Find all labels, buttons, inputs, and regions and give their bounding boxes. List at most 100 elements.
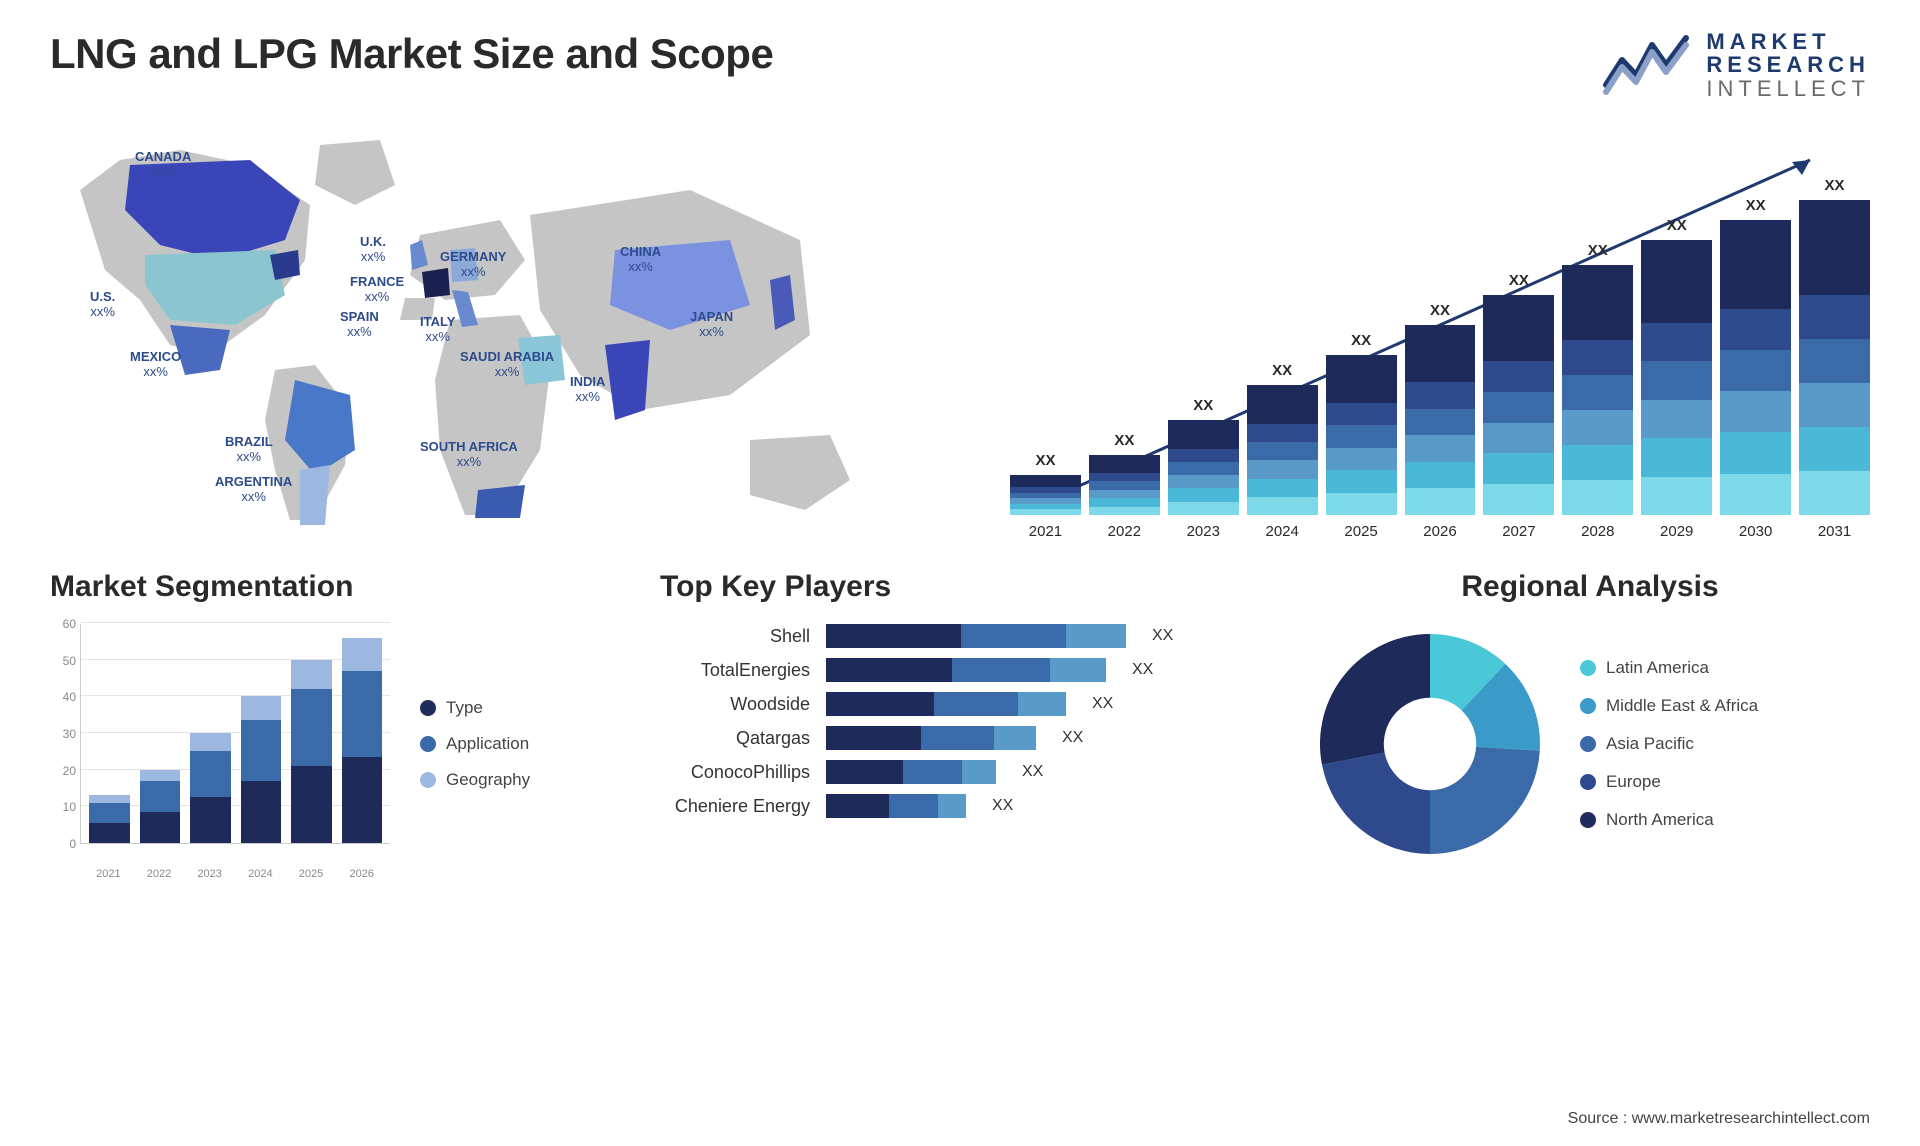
top-row: CANADAxx% U.S.xx% MEXICOxx% BRAZILxx% ARGENT… [50, 120, 1870, 540]
segmentation-bar [140, 770, 181, 843]
growth-stacked-bar-chart: XX2021XX2022XX2023XX2024XX2025XX2026XX20… [1010, 180, 1870, 540]
player-value: XX [1152, 627, 1173, 645]
xtick-label: 2022 [139, 868, 180, 880]
logo-text: MARKET RESEARCH INTELLECT [1706, 30, 1870, 99]
player-value: XX [1062, 729, 1083, 747]
legend-item: North America [1580, 810, 1758, 830]
xtick-label: 2023 [189, 868, 230, 880]
map-label: MEXICOxx% [130, 350, 181, 380]
growth-year-label: 2021 [1029, 523, 1062, 540]
growth-year-label: 2024 [1265, 523, 1298, 540]
player-row: ConocoPhillipsXX [660, 760, 1260, 784]
segmentation-yaxis: 0102030405060 [50, 624, 80, 844]
ytick-label: 60 [63, 617, 76, 631]
growth-year-label: 2022 [1108, 523, 1141, 540]
growth-bar: XX 2021 [1010, 452, 1081, 540]
ytick-label: 10 [63, 800, 76, 814]
segmentation-bar [342, 638, 383, 843]
player-row: Shell XX [660, 624, 1260, 648]
legend-item: Asia Pacific [1580, 734, 1758, 754]
segmentation-bar [291, 660, 332, 843]
ytick-label: 20 [63, 764, 76, 778]
source-text: Source : www.marketresearchintellect.com [1568, 1110, 1870, 1128]
growth-year-label: 2031 [1818, 523, 1851, 540]
ytick-label: 0 [69, 837, 76, 851]
map-label: BRAZILxx% [225, 435, 273, 465]
map-label: SAUDI ARABIAxx% [460, 350, 554, 380]
growth-value-label: XX [1667, 217, 1687, 234]
donut-chart [1310, 624, 1550, 864]
map-label: GERMANYxx% [440, 250, 506, 280]
map-label: ARGENTINAxx% [215, 475, 292, 505]
growth-value-label: XX [1035, 452, 1055, 469]
xtick-label: 2026 [341, 868, 382, 880]
legend-item: Type [420, 698, 530, 718]
map-label: CANADAxx% [135, 150, 191, 180]
legend-item: Geography [420, 770, 530, 790]
segmentation-bar [89, 795, 130, 843]
segmentation-bar [190, 733, 231, 843]
player-bar [826, 760, 996, 784]
world-map-icon [50, 120, 950, 540]
world-map-panel: CANADAxx% U.S.xx% MEXICOxx% BRAZILxx% ARGENT… [50, 120, 950, 540]
regional-title: Regional Analysis [1310, 570, 1870, 604]
map-label: CHINAxx% [620, 245, 661, 275]
segmentation-panel: Market Segmentation 0102030405060 TypeAp… [50, 570, 610, 880]
legend-item: Middle East & Africa [1580, 696, 1758, 716]
player-row: Cheniere Energy XX [660, 794, 1260, 818]
segmentation-xaxis: 202120222023202420252026 [80, 864, 390, 880]
growth-year-label: 2026 [1423, 523, 1456, 540]
player-bar [826, 692, 1066, 716]
growth-value-label: XX [1825, 177, 1845, 194]
growth-year-label: 2027 [1502, 523, 1535, 540]
growth-year-label: 2025 [1344, 523, 1377, 540]
page-title: LNG and LPG Market Size and Scope [50, 30, 773, 78]
segmentation-title: Market Segmentation [50, 570, 610, 604]
growth-year-label: 2023 [1187, 523, 1220, 540]
player-value: XX [1132, 661, 1153, 679]
player-name: Cheniere Energy [660, 796, 810, 817]
growth-year-label: 2030 [1739, 523, 1772, 540]
map-label: ITALYxx% [420, 315, 455, 345]
logo: MARKET RESEARCH INTELLECT [1602, 30, 1870, 100]
player-name: TotalEnergies [660, 660, 810, 681]
donut-slice [1322, 753, 1430, 854]
player-name: Woodside [660, 694, 810, 715]
segmentation-chart: 0102030405060 TypeApplicationGeography [50, 624, 610, 864]
xtick-label: 2021 [88, 868, 129, 880]
growth-chart-panel: XX2021XX2022XX2023XX2024XX2025XX2026XX20… [1010, 120, 1870, 540]
player-value: XX [992, 797, 1013, 815]
donut-slice [1430, 747, 1540, 854]
growth-bar: XX2022 [1089, 432, 1160, 540]
segmentation-bar [241, 696, 282, 843]
segmentation-plot [80, 624, 390, 844]
bottom-row: Market Segmentation 0102030405060 TypeAp… [50, 570, 1870, 880]
ytick-label: 40 [63, 690, 76, 704]
ytick-label: 50 [63, 654, 76, 668]
growth-bar: XX 2028 [1562, 242, 1633, 540]
donut-icon [1310, 624, 1550, 864]
player-bar [826, 624, 1126, 648]
legend-item: Latin America [1580, 658, 1758, 678]
growth-value-label: XX [1509, 272, 1529, 289]
key-players-chart: ShellXXTotalEnergiesXXWoodsideXXQatargas… [660, 624, 1260, 818]
player-row: WoodsideXX [660, 692, 1260, 716]
donut-slice [1320, 634, 1430, 765]
map-label: U.K.xx% [360, 235, 386, 265]
map-label: INDIAxx% [570, 375, 605, 405]
player-name: Shell [660, 626, 810, 647]
xtick-label: 2024 [240, 868, 281, 880]
player-bar [826, 794, 966, 818]
key-players-panel: Top Key Players ShellXXTotalEnergiesXXWo… [660, 570, 1260, 880]
legend-item: Europe [1580, 772, 1758, 792]
growth-bar: XX2025 [1326, 332, 1397, 540]
map-label: SOUTH AFRICAxx% [420, 440, 518, 470]
map-label: U.S.xx% [90, 290, 115, 320]
growth-bar: XX2023 [1168, 397, 1239, 540]
player-row: TotalEnergies XX [660, 658, 1260, 682]
legend-item: Application [420, 734, 530, 754]
regional-panel: Regional Analysis Latin America Middle Ea… [1310, 570, 1870, 880]
growth-value-label: XX [1588, 242, 1608, 259]
segmentation-legend: Type Application Geography [420, 624, 530, 864]
growth-year-label: 2028 [1581, 523, 1614, 540]
